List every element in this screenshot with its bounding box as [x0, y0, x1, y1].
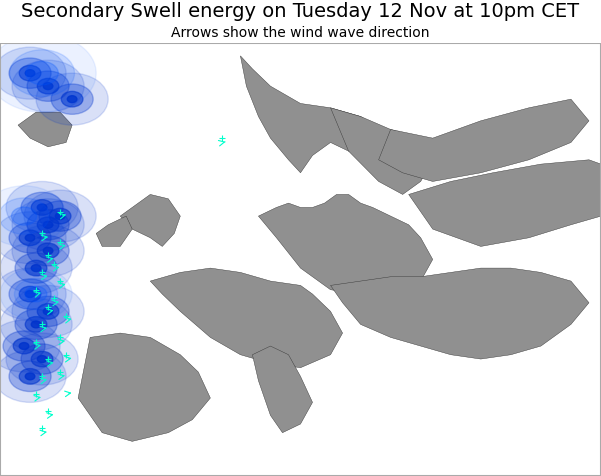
Polygon shape: [252, 346, 313, 433]
Circle shape: [25, 69, 35, 77]
Circle shape: [0, 320, 60, 372]
Circle shape: [19, 230, 41, 246]
Polygon shape: [331, 268, 589, 359]
Circle shape: [13, 338, 35, 354]
Circle shape: [12, 286, 84, 337]
Circle shape: [0, 268, 66, 320]
Circle shape: [12, 225, 84, 277]
Circle shape: [31, 351, 53, 367]
Circle shape: [19, 343, 29, 349]
Circle shape: [24, 190, 96, 242]
Circle shape: [25, 373, 35, 380]
Text: Secondary Swell energy on Tuesday 12 Nov at 10pm CET: Secondary Swell energy on Tuesday 12 Nov…: [22, 2, 579, 21]
Circle shape: [0, 242, 72, 294]
Circle shape: [37, 304, 59, 319]
Circle shape: [6, 181, 78, 233]
Circle shape: [9, 279, 51, 309]
Circle shape: [0, 212, 66, 264]
Circle shape: [19, 368, 41, 384]
Circle shape: [51, 84, 93, 114]
Circle shape: [6, 333, 78, 385]
Circle shape: [9, 361, 51, 392]
Circle shape: [0, 34, 96, 112]
Circle shape: [15, 253, 57, 283]
Polygon shape: [150, 268, 343, 367]
Circle shape: [43, 221, 53, 228]
Circle shape: [9, 58, 51, 89]
Circle shape: [49, 208, 71, 224]
Circle shape: [25, 291, 35, 298]
Polygon shape: [96, 216, 132, 247]
Circle shape: [11, 207, 37, 225]
Circle shape: [0, 268, 72, 320]
Circle shape: [15, 309, 57, 339]
Circle shape: [61, 91, 83, 107]
Circle shape: [19, 65, 41, 81]
Polygon shape: [240, 56, 391, 173]
Text: Arrows show the wind wave direction: Arrows show the wind wave direction: [171, 26, 430, 40]
Circle shape: [0, 298, 72, 350]
Circle shape: [12, 199, 84, 251]
Circle shape: [26, 61, 58, 85]
Polygon shape: [18, 112, 72, 147]
Circle shape: [37, 204, 47, 211]
Circle shape: [27, 296, 69, 327]
Polygon shape: [258, 194, 433, 294]
Polygon shape: [379, 99, 589, 181]
Polygon shape: [120, 194, 180, 247]
Circle shape: [31, 199, 53, 215]
Polygon shape: [78, 333, 210, 441]
Circle shape: [27, 236, 69, 266]
Circle shape: [21, 344, 63, 374]
Circle shape: [37, 356, 47, 363]
Polygon shape: [409, 160, 601, 247]
Polygon shape: [331, 108, 433, 194]
Circle shape: [12, 60, 84, 112]
Circle shape: [25, 234, 35, 241]
Circle shape: [19, 286, 41, 302]
Circle shape: [9, 223, 51, 253]
Circle shape: [43, 83, 53, 89]
Circle shape: [37, 243, 59, 258]
Circle shape: [43, 308, 53, 315]
Circle shape: [0, 47, 66, 99]
Circle shape: [25, 317, 47, 332]
Circle shape: [10, 50, 75, 97]
Circle shape: [31, 265, 41, 271]
Circle shape: [55, 213, 65, 219]
Circle shape: [14, 278, 58, 310]
Circle shape: [67, 96, 77, 103]
Circle shape: [25, 286, 47, 302]
Circle shape: [0, 350, 66, 402]
Circle shape: [21, 192, 63, 223]
Circle shape: [37, 79, 59, 94]
Circle shape: [27, 71, 69, 101]
Circle shape: [27, 209, 69, 240]
Circle shape: [0, 186, 66, 247]
Circle shape: [25, 260, 47, 276]
Circle shape: [43, 248, 53, 254]
Circle shape: [3, 331, 45, 361]
Circle shape: [0, 198, 49, 234]
Circle shape: [37, 217, 59, 233]
Circle shape: [36, 73, 108, 125]
Circle shape: [31, 321, 41, 328]
Circle shape: [39, 201, 81, 231]
